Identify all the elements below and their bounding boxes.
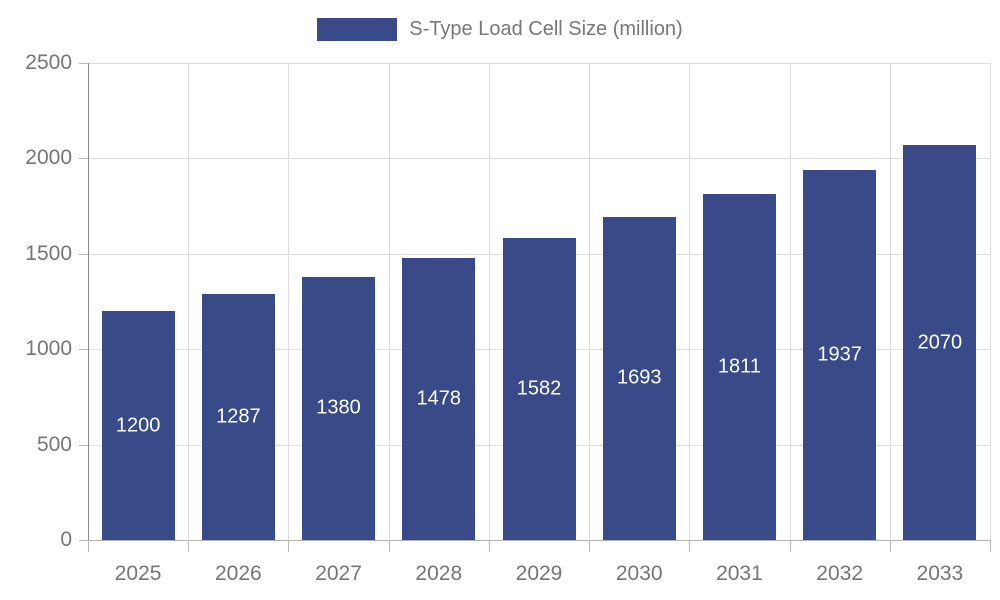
y-axis-tick [79, 540, 88, 541]
bar-value-label: 1693 [616, 366, 662, 389]
bar-value-label: 1200 [115, 414, 161, 437]
x-axis-tick [589, 540, 591, 552]
bar-2027[interactable] [302, 276, 376, 540]
y-axis-tick-label: 1500 [25, 241, 72, 265]
x-axis-category-label: 2026 [214, 562, 262, 585]
x-gridline [589, 63, 591, 540]
bar-2030[interactable] [602, 216, 676, 540]
x-gridline [789, 63, 791, 540]
bar-value-label: 1937 [817, 343, 862, 366]
bar-2026[interactable] [201, 294, 275, 540]
x-axis-tick [488, 540, 490, 552]
x-axis-category-label: 2025 [114, 562, 162, 585]
legend-label[interactable]: S-Type Load Cell Size (million) [409, 18, 683, 40]
bar-value-label: 1287 [216, 405, 261, 428]
bar-value-label: 1478 [416, 387, 462, 410]
y-axis-tick-label: 0 [60, 528, 72, 551]
legend-swatch-icon[interactable] [317, 18, 398, 41]
y-axis-tick-label: 2500 [25, 51, 72, 74]
bar-2031[interactable] [702, 194, 776, 540]
bar-2033[interactable] [903, 145, 977, 540]
y-gridline [88, 63, 990, 64]
x-gridline [288, 63, 290, 540]
x-gridline [689, 63, 691, 540]
y-axis-tick [79, 158, 88, 160]
bar-value-label: 1380 [316, 396, 361, 419]
x-axis-tick [789, 540, 791, 552]
bar-2029[interactable] [502, 238, 576, 540]
x-gridline [388, 63, 390, 540]
x-gridline [889, 63, 891, 540]
x-axis-tick [188, 540, 190, 552]
bar-value-label: 1582 [516, 377, 562, 400]
x-axis-tick [288, 540, 290, 552]
x-axis-category-label: 2029 [515, 562, 563, 585]
x-axis-tick [889, 540, 891, 552]
x-axis-tick [88, 540, 89, 552]
y-axis-line [88, 63, 89, 540]
y-axis-tick-label: 2000 [25, 146, 72, 170]
y-axis-tick [79, 444, 88, 446]
x-gridline [990, 63, 991, 540]
x-axis-category-label: 2033 [916, 562, 964, 585]
x-axis-category-label: 2030 [615, 562, 663, 585]
bar-2028[interactable] [402, 257, 476, 540]
y-axis-tick-label: 1000 [25, 337, 72, 361]
x-axis-category-label: 2031 [716, 562, 763, 585]
x-axis-line [88, 540, 991, 541]
x-axis-tick [990, 540, 991, 552]
chart-legend: S-Type Load Cell Size (million) [0, 18, 1000, 41]
y-gridline [88, 158, 990, 160]
y-axis-tick-label: 500 [36, 432, 72, 456]
y-axis-tick [79, 349, 88, 351]
bar-value-label: 1811 [717, 355, 761, 378]
x-axis-category-label: 2028 [415, 562, 463, 585]
x-gridline [188, 63, 190, 540]
x-axis-category-label: 2027 [315, 562, 362, 585]
x-axis-tick [689, 540, 691, 552]
bar-value-label: 2070 [917, 331, 963, 354]
y-axis-tick [79, 63, 88, 64]
y-axis-tick [79, 253, 88, 255]
x-axis-category-label: 2032 [816, 562, 864, 585]
x-axis-tick [388, 540, 390, 552]
bar-2025[interactable] [101, 311, 175, 540]
x-gridline [488, 63, 490, 540]
bar-2032[interactable] [803, 170, 877, 540]
